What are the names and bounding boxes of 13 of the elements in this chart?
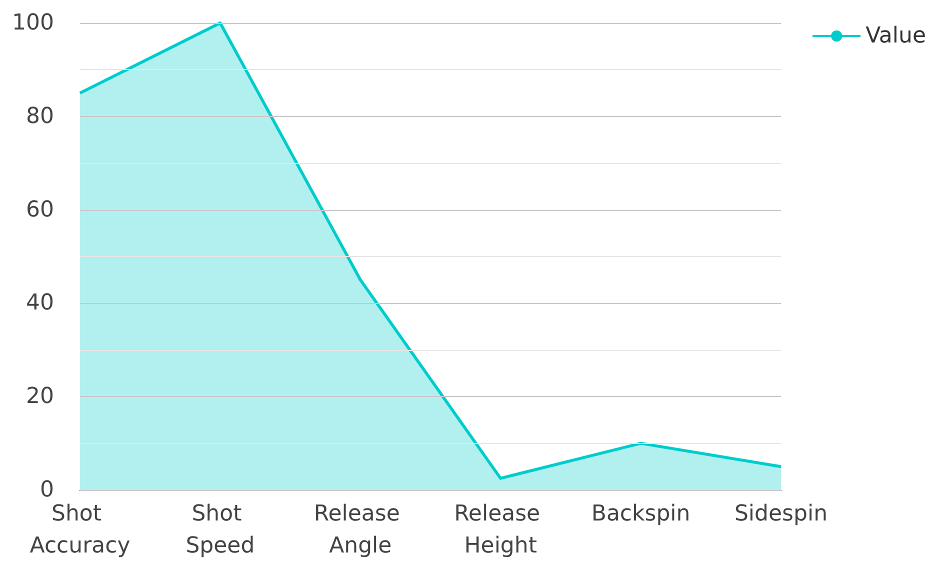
x-tick-label: Release Height <box>454 502 548 558</box>
x-tick-label: Release Angle <box>314 502 407 558</box>
x-tick-label: Shot Speed <box>186 502 255 558</box>
y-tick-label: 0 <box>40 478 54 502</box>
x-tick-label: Sidespin <box>734 502 828 526</box>
x-tick-label: Shot Accuracy <box>30 502 130 558</box>
y-tick-label: 80 <box>26 104 54 129</box>
y-tick-label: 60 <box>26 197 54 222</box>
x-tick-label: Backspin <box>591 502 690 526</box>
y-tick-label: 40 <box>26 290 54 316</box>
y-tick-label: 100 <box>12 10 54 36</box>
legend-label: Value <box>866 24 926 48</box>
y-tick-label: 20 <box>26 384 54 410</box>
